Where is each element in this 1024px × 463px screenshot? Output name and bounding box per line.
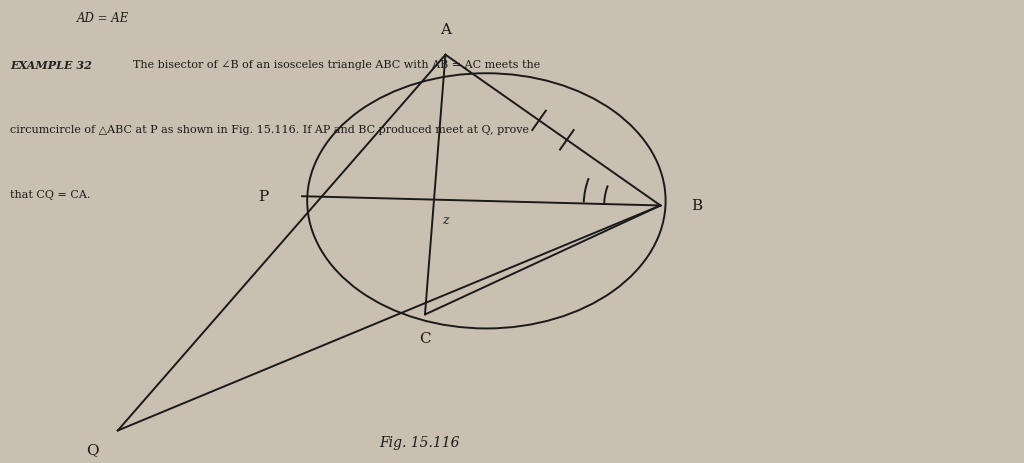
Text: AD = AE: AD = AE (77, 12, 129, 25)
Text: P: P (258, 190, 268, 204)
Text: Fig. 15.116: Fig. 15.116 (380, 435, 460, 449)
Text: that CQ = CA.: that CQ = CA. (10, 190, 90, 200)
Text: The bisector of ∠B of an isosceles triangle ABC with AB = AC meets the: The bisector of ∠B of an isosceles trian… (133, 60, 541, 70)
Text: C: C (419, 331, 431, 345)
Text: EXAMPLE 32: EXAMPLE 32 (10, 60, 92, 71)
Text: B: B (691, 199, 701, 213)
Text: Q: Q (86, 442, 98, 456)
Text: z: z (442, 213, 449, 226)
Text: circumcircle of △ABC at P as shown in Fig. 15.116. If AP and BC produced meet at: circumcircle of △ABC at P as shown in Fi… (10, 125, 529, 135)
Text: A: A (440, 23, 451, 37)
